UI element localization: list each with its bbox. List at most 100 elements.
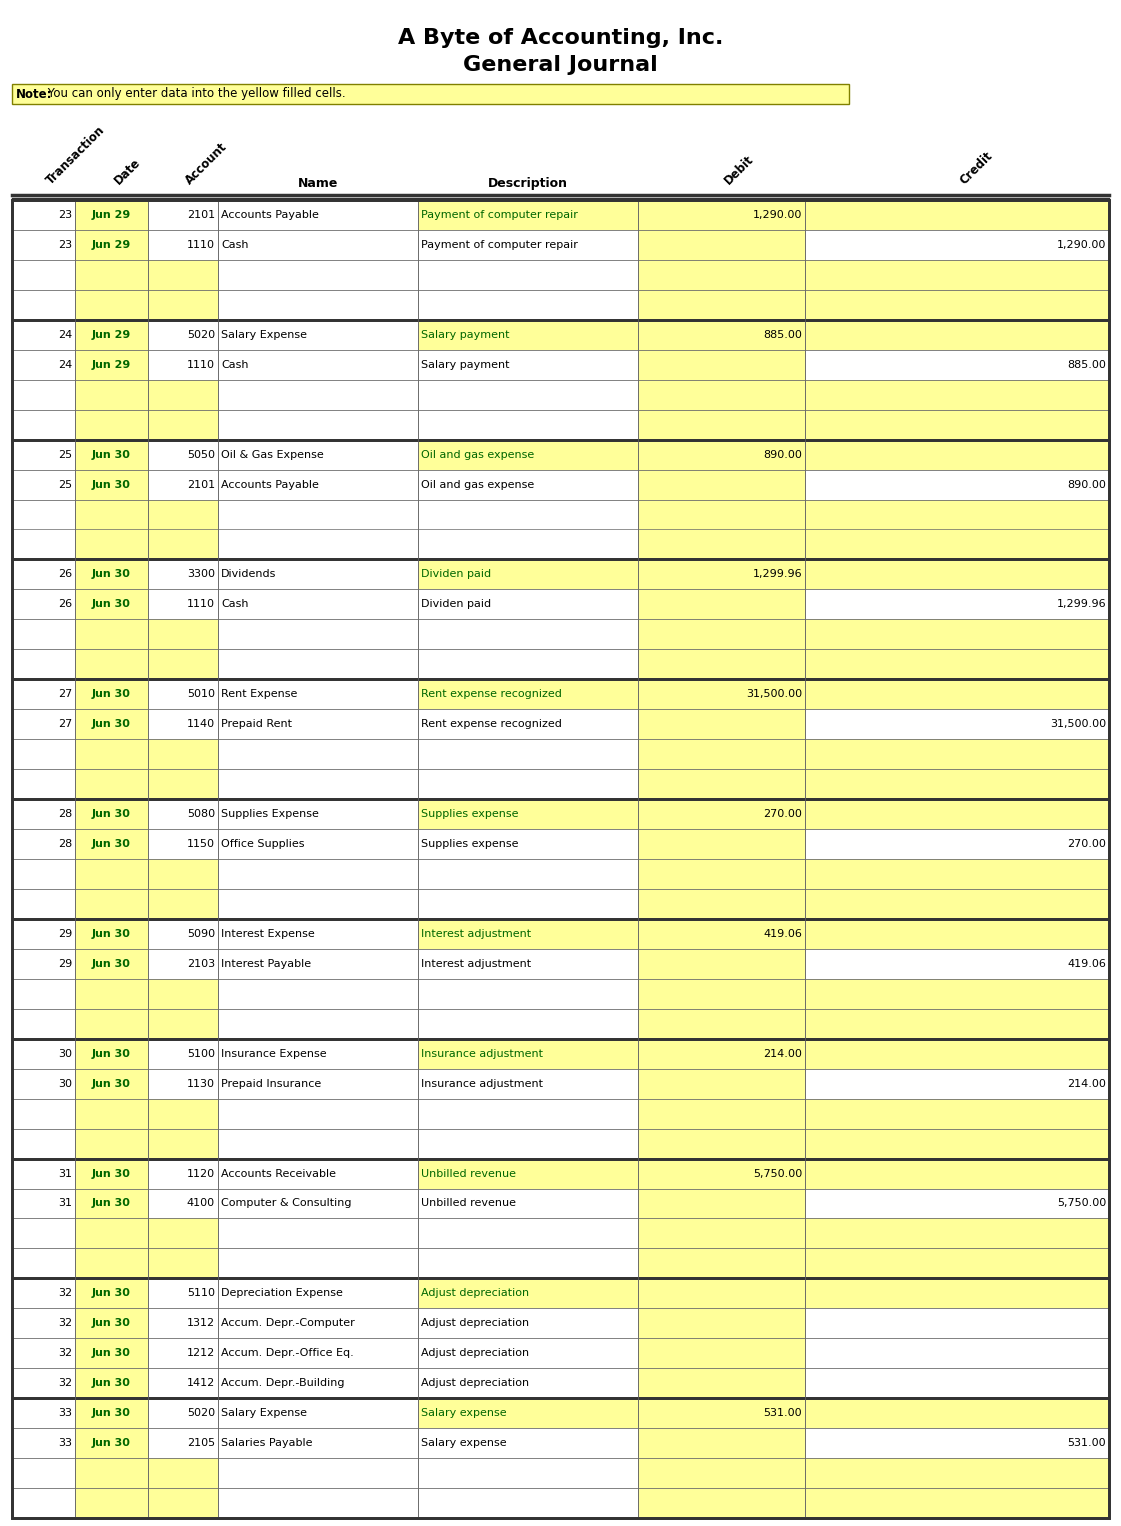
Bar [148, 1068, 217, 1099]
Bar [75, 919, 148, 949]
Text: Dividends: Dividends [221, 569, 277, 580]
Text: Jun 30: Jun 30 [92, 1079, 131, 1088]
Text: Dividen paid: Dividen paid [421, 569, 491, 580]
Bar [217, 470, 418, 499]
Text: Account: Account [183, 140, 230, 188]
Bar [12, 1398, 75, 1428]
Bar [75, 1218, 148, 1248]
Text: Cash: Cash [221, 360, 249, 369]
Bar [75, 259, 148, 290]
Text: Rent Expense: Rent Expense [221, 690, 297, 699]
Bar [12, 650, 75, 679]
Bar [148, 560, 217, 589]
Bar [75, 1099, 148, 1129]
Bar [638, 1039, 805, 1068]
Bar [805, 978, 1109, 1009]
Bar [418, 230, 638, 259]
Bar [148, 439, 217, 470]
Bar [805, 230, 1109, 259]
Bar [418, 380, 638, 409]
Bar [148, 859, 217, 890]
Text: 26: 26 [58, 600, 72, 609]
Bar [75, 589, 148, 620]
Bar [217, 259, 418, 290]
Bar [418, 470, 638, 499]
Bar [217, 499, 418, 530]
Text: 30: 30 [58, 1048, 72, 1059]
Text: 32: 32 [58, 1288, 72, 1299]
Text: 1,290.00: 1,290.00 [752, 211, 802, 220]
Bar [148, 1428, 217, 1457]
Bar [12, 1039, 1109, 1158]
Bar [638, 1248, 805, 1279]
Bar [75, 859, 148, 890]
Bar [12, 1099, 75, 1129]
Text: 270.00: 270.00 [1067, 839, 1106, 848]
Bar [12, 800, 1109, 919]
Text: 24: 24 [58, 330, 72, 340]
Bar [148, 200, 217, 230]
Bar [805, 800, 1109, 829]
Bar [638, 1009, 805, 1039]
Text: 1140: 1140 [187, 719, 215, 729]
Text: 5,750.00: 5,750.00 [1057, 1198, 1106, 1209]
Bar [75, 1039, 148, 1068]
Text: Payment of computer repair: Payment of computer repair [421, 240, 577, 250]
Text: 25: 25 [58, 479, 72, 490]
Bar [148, 800, 217, 829]
Bar [148, 1129, 217, 1158]
Text: 23: 23 [58, 211, 72, 220]
Text: 25: 25 [58, 450, 72, 459]
Bar [148, 320, 217, 349]
Text: 419.06: 419.06 [1067, 958, 1106, 969]
Bar [12, 84, 849, 104]
Bar [75, 1369, 148, 1398]
Bar [418, 650, 638, 679]
Text: Jun 29: Jun 29 [92, 240, 131, 250]
Bar [805, 530, 1109, 560]
Text: Insurance adjustment: Insurance adjustment [421, 1079, 543, 1088]
Bar [805, 1369, 1109, 1398]
Bar [805, 380, 1109, 409]
Bar [638, 1457, 805, 1488]
Bar [805, 320, 1109, 349]
Bar [805, 919, 1109, 949]
Bar [75, 1068, 148, 1099]
Bar [805, 349, 1109, 380]
Bar [638, 829, 805, 859]
Text: Supplies expense: Supplies expense [421, 839, 519, 848]
Text: Jun 30: Jun 30 [92, 719, 131, 729]
Bar [638, 919, 805, 949]
Text: 32: 32 [58, 1349, 72, 1358]
Bar [12, 1248, 75, 1279]
Bar [12, 919, 1109, 1039]
Bar [217, 978, 418, 1009]
Text: 2105: 2105 [187, 1437, 215, 1448]
Text: Jun 30: Jun 30 [92, 1408, 131, 1418]
Bar [75, 230, 148, 259]
Bar [805, 650, 1109, 679]
Bar [638, 1369, 805, 1398]
Bar [217, 1248, 418, 1279]
Bar [418, 1369, 638, 1398]
Bar [148, 978, 217, 1009]
Bar [12, 560, 1109, 679]
Bar [805, 1398, 1109, 1428]
Bar [418, 439, 638, 470]
Bar [12, 470, 75, 499]
Bar [217, 439, 418, 470]
Bar [12, 259, 75, 290]
Text: Name: Name [298, 177, 339, 191]
Bar [75, 470, 148, 499]
Bar [148, 829, 217, 859]
Bar [217, 1338, 418, 1369]
Text: 1110: 1110 [187, 600, 215, 609]
Bar [638, 859, 805, 890]
Bar [75, 620, 148, 650]
Bar [638, 290, 805, 320]
Bar [805, 1129, 1109, 1158]
Text: 32: 32 [58, 1318, 72, 1328]
Bar [75, 1009, 148, 1039]
Bar [12, 1338, 75, 1369]
Bar [418, 200, 638, 230]
